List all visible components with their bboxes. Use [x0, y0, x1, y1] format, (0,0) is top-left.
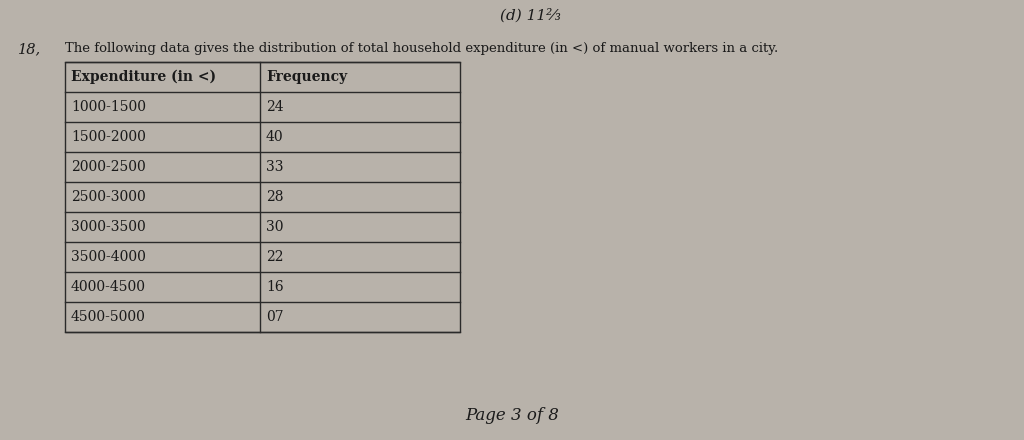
Text: Page 3 of 8: Page 3 of 8: [465, 407, 559, 423]
Text: 40: 40: [266, 130, 284, 144]
Text: 4000-4500: 4000-4500: [71, 280, 146, 294]
Text: 3500-4000: 3500-4000: [71, 250, 145, 264]
Text: 07: 07: [266, 310, 284, 324]
Text: 22: 22: [266, 250, 284, 264]
Text: 28: 28: [266, 190, 284, 204]
Text: 2500-3000: 2500-3000: [71, 190, 145, 204]
Text: The following data gives the distribution of total household expenditure (in <) : The following data gives the distributio…: [65, 42, 778, 55]
Text: 30: 30: [266, 220, 284, 234]
Text: 18,: 18,: [18, 42, 41, 56]
Text: 1000-1500: 1000-1500: [71, 100, 146, 114]
Text: 16: 16: [266, 280, 284, 294]
Text: 24: 24: [266, 100, 284, 114]
Text: 3000-3500: 3000-3500: [71, 220, 145, 234]
Text: 33: 33: [266, 160, 284, 174]
Text: Frequency: Frequency: [266, 70, 347, 84]
Text: (d) 11²⁄₃: (d) 11²⁄₃: [500, 8, 560, 22]
Text: 2000-2500: 2000-2500: [71, 160, 145, 174]
Text: Expenditure (in <): Expenditure (in <): [71, 70, 216, 84]
Text: 1500-2000: 1500-2000: [71, 130, 145, 144]
Bar: [65, 62, 460, 332]
Text: 4500-5000: 4500-5000: [71, 310, 145, 324]
